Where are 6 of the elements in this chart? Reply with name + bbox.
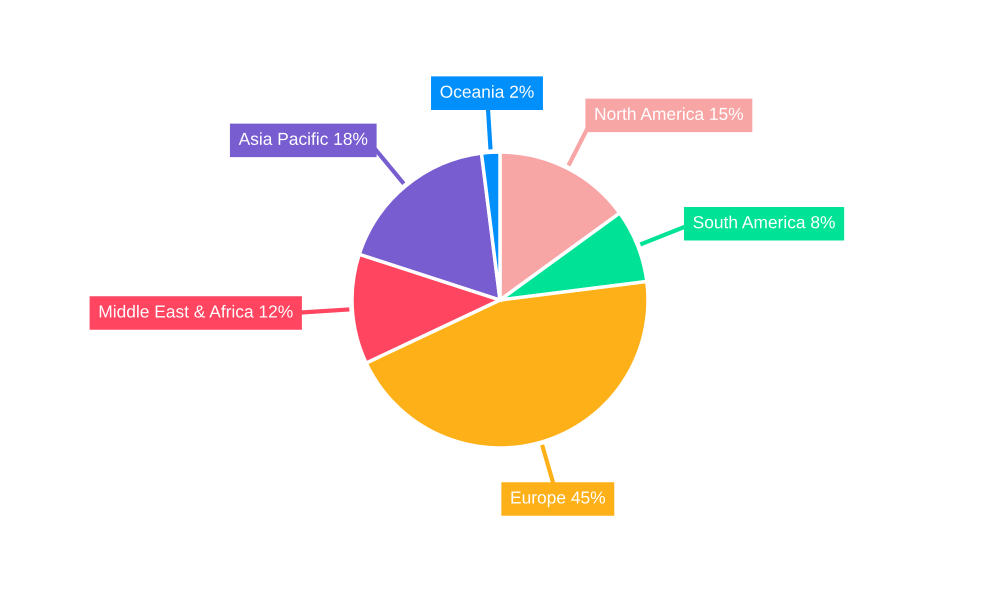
slice-label: South America 8% (693, 216, 835, 228)
slice-label: Asia Pacific 18% (238, 132, 368, 146)
slice-label: Oceania 2% (440, 85, 534, 98)
slice-label: North America 15% (595, 107, 744, 120)
slice-label: Europe 45% (511, 491, 605, 508)
slice-label: Middle East & Africa 12% (100, 304, 293, 318)
